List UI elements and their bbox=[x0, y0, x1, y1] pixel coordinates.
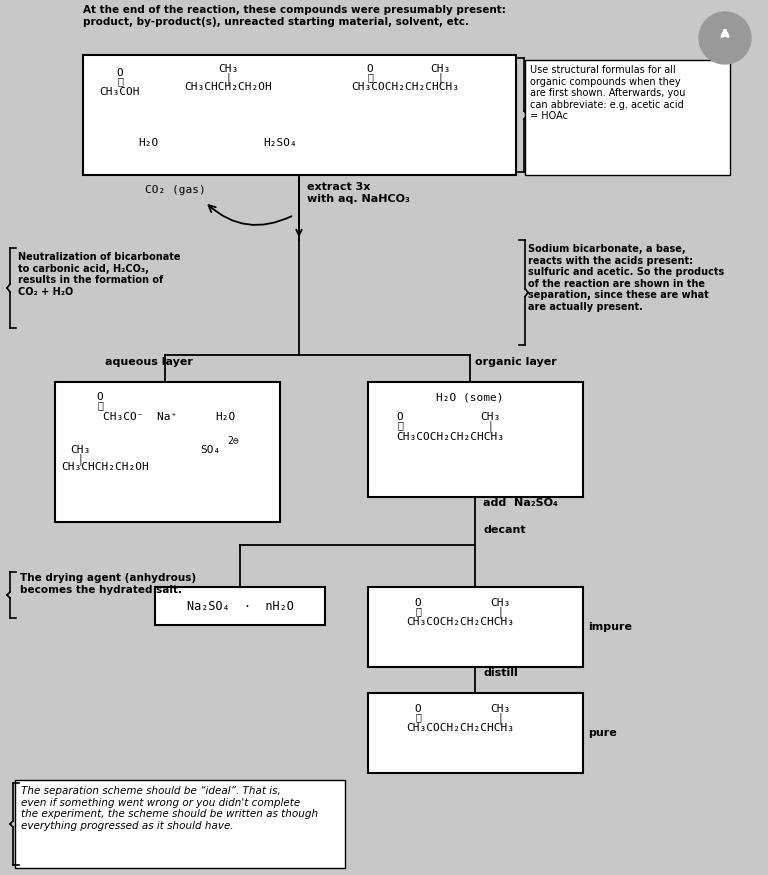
Text: CH₃: CH₃ bbox=[70, 445, 90, 455]
Text: Na₂SO₄  ·  nH₂O: Na₂SO₄ · nH₂O bbox=[187, 599, 293, 612]
Text: ∥: ∥ bbox=[397, 420, 403, 430]
Text: pure: pure bbox=[588, 728, 617, 738]
Bar bbox=[83, 55, 516, 175]
Text: The drying agent (anhydrous)
becomes the hydrated salt.: The drying agent (anhydrous) becomes the… bbox=[20, 573, 196, 595]
Text: Neutralization of bicarbonate
to carbonic acid, H₂CO₃,
results in the formation : Neutralization of bicarbonate to carboni… bbox=[18, 252, 180, 297]
Text: CH₃: CH₃ bbox=[480, 412, 500, 422]
Text: aqueous layer: aqueous layer bbox=[105, 357, 193, 367]
Text: O: O bbox=[396, 412, 403, 422]
Text: CH₃CHCH₂CH₂OH: CH₃CHCH₂CH₂OH bbox=[184, 82, 272, 92]
Text: ∥: ∥ bbox=[367, 72, 373, 82]
Text: impure: impure bbox=[588, 622, 632, 632]
Text: decant: decant bbox=[483, 525, 525, 535]
Text: CH₃: CH₃ bbox=[490, 598, 510, 608]
Text: distill: distill bbox=[483, 668, 518, 678]
Text: ∥: ∥ bbox=[97, 400, 103, 410]
Text: O: O bbox=[97, 392, 104, 402]
Text: At the end of the reaction, these compounds were presumably present:
product, by: At the end of the reaction, these compou… bbox=[83, 5, 506, 26]
Text: CH₃COCH₂CH₂CHCH₃: CH₃COCH₂CH₂CHCH₃ bbox=[396, 432, 504, 442]
Text: │: │ bbox=[487, 420, 493, 432]
Text: H₂O (some): H₂O (some) bbox=[436, 392, 504, 402]
Text: SO₄: SO₄ bbox=[200, 445, 220, 455]
Text: CH₃CO⁻  Na⁺: CH₃CO⁻ Na⁺ bbox=[103, 412, 177, 422]
Text: H₂O: H₂O bbox=[215, 412, 235, 422]
Text: ∥: ∥ bbox=[117, 76, 123, 86]
FancyArrowPatch shape bbox=[209, 206, 292, 225]
Text: O: O bbox=[415, 598, 422, 608]
Text: 2⊖: 2⊖ bbox=[227, 436, 239, 446]
Text: O: O bbox=[415, 704, 422, 714]
Text: CH₃: CH₃ bbox=[490, 704, 510, 714]
Circle shape bbox=[699, 12, 751, 64]
Text: CH₃COH: CH₃COH bbox=[100, 87, 141, 97]
Bar bbox=[55, 382, 280, 522]
Text: add  Na₂SO₄: add Na₂SO₄ bbox=[483, 498, 558, 508]
Text: CH₃: CH₃ bbox=[218, 64, 238, 74]
Bar bbox=[368, 693, 583, 773]
Bar bbox=[155, 587, 325, 625]
Text: Sodium bicarbonate, a base,
reacts with the acids present:
sulfuric and acetic. : Sodium bicarbonate, a base, reacts with … bbox=[528, 244, 724, 312]
Bar bbox=[368, 587, 583, 667]
Text: CH₃COCH₂CH₂CHCH₃: CH₃COCH₂CH₂CHCH₃ bbox=[351, 82, 459, 92]
Text: CH₃: CH₃ bbox=[430, 64, 450, 74]
Text: extract 3x
with aq. NaHCO₃: extract 3x with aq. NaHCO₃ bbox=[307, 182, 410, 204]
Text: ∥: ∥ bbox=[415, 606, 421, 616]
Text: The separation scheme should be “ideal”. That is,
even if something went wrong o: The separation scheme should be “ideal”.… bbox=[21, 786, 318, 830]
Text: │: │ bbox=[77, 453, 83, 465]
Text: CO₂ (gas): CO₂ (gas) bbox=[144, 185, 205, 195]
Text: H₂SO₄: H₂SO₄ bbox=[263, 138, 297, 148]
Text: H₂O: H₂O bbox=[138, 138, 158, 148]
Text: O: O bbox=[366, 64, 373, 74]
Text: │: │ bbox=[497, 606, 503, 618]
Bar bbox=[15, 780, 345, 868]
Bar bbox=[525, 60, 730, 175]
Text: CH₃COCH₂CH₂CHCH₃: CH₃COCH₂CH₂CHCH₃ bbox=[406, 617, 514, 627]
Text: O: O bbox=[117, 68, 124, 78]
Text: CH₃CHCH₂CH₂OH: CH₃CHCH₂CH₂OH bbox=[61, 462, 149, 472]
Text: organic layer: organic layer bbox=[475, 357, 557, 367]
Text: │: │ bbox=[497, 712, 503, 724]
Text: ∥: ∥ bbox=[415, 712, 421, 722]
Bar bbox=[368, 382, 583, 497]
Text: Use structural formulas for all
organic compounds when they
are first shown. Aft: Use structural formulas for all organic … bbox=[530, 65, 685, 122]
Text: CH₃COCH₂CH₂CHCH₃: CH₃COCH₂CH₂CHCH₃ bbox=[406, 723, 514, 733]
Text: │: │ bbox=[225, 72, 231, 84]
Text: │: │ bbox=[437, 72, 443, 84]
